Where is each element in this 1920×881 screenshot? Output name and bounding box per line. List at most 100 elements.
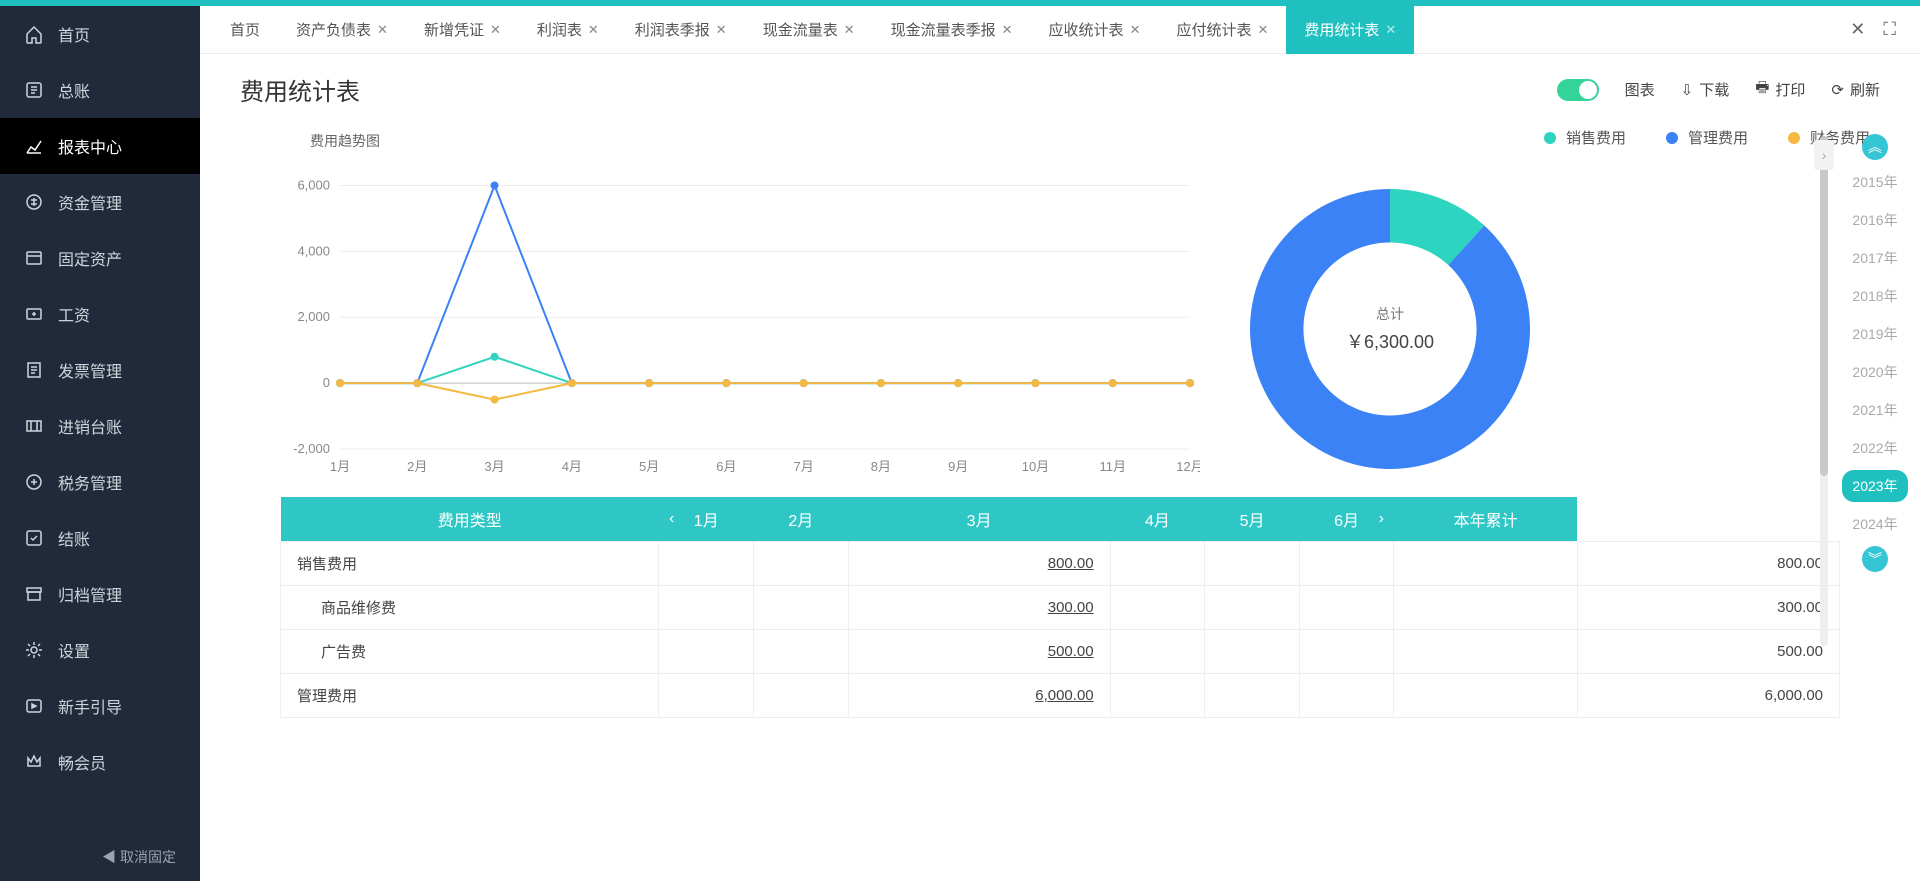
- sidebar-item-label: 结账: [58, 526, 90, 550]
- sidebar-item-ledger[interactable]: 总账: [0, 62, 200, 118]
- sidebar-item-label: 畅会员: [58, 750, 106, 774]
- year-option[interactable]: 2020年: [1842, 356, 1907, 388]
- tab-close-icon[interactable]: ✕: [844, 22, 855, 38]
- table-cell-link[interactable]: 800.00: [1048, 555, 1094, 572]
- tab-close-icon[interactable]: ✕: [490, 22, 501, 38]
- expand-panel-icon[interactable]: ›: [1814, 140, 1834, 170]
- table-header: 本年累计: [1394, 497, 1578, 541]
- sidebar-item-vip[interactable]: 畅会员: [0, 734, 200, 790]
- svg-text:4月: 4月: [562, 459, 582, 474]
- tab-资产负债表[interactable]: 资产负债表✕: [278, 6, 406, 54]
- year-option[interactable]: 2018年: [1842, 280, 1907, 312]
- tab-首页[interactable]: 首页: [212, 6, 278, 54]
- sidebar-item-label: 报表中心: [58, 134, 122, 158]
- tab-close-icon[interactable]: ✕: [1385, 22, 1396, 38]
- table-header: ‹1月: [659, 497, 754, 541]
- year-option[interactable]: 2023年: [1842, 470, 1907, 502]
- chart-toggle[interactable]: [1557, 79, 1599, 101]
- line-chart: -2,00002,0004,0006,0001月2月3月4月5月6月7月8月9月…: [280, 159, 1200, 479]
- tab-现金流量表[interactable]: 现金流量表✕: [745, 6, 873, 54]
- sidebar-unpin[interactable]: ◀ 取消固定: [0, 833, 200, 881]
- tab-新增凭证[interactable]: 新增凭证✕: [406, 6, 519, 54]
- sidebar-item-settings[interactable]: 设置: [0, 622, 200, 678]
- sidebar-item-close[interactable]: 结账: [0, 510, 200, 566]
- sidebar-item-stock[interactable]: 进销台账: [0, 398, 200, 454]
- sidebar-item-tax[interactable]: 税务管理: [0, 454, 200, 510]
- sidebar-item-money[interactable]: 资金管理: [0, 174, 200, 230]
- year-option[interactable]: 2024年: [1842, 508, 1907, 540]
- donut-center-value: ￥6,300.00: [1346, 328, 1434, 354]
- tab-close-icon[interactable]: ✕: [377, 22, 388, 38]
- sidebar-item-invoice[interactable]: 发票管理: [0, 342, 200, 398]
- tab-close-icon[interactable]: ✕: [716, 22, 727, 38]
- download-button[interactable]: ⇩下载: [1681, 79, 1730, 100]
- table-header: 3月: [848, 497, 1110, 541]
- table-row: 广告费500.00500.00: [281, 629, 1840, 673]
- tab-利润表[interactable]: 利润表✕: [519, 6, 617, 54]
- table-row: 销售费用800.00800.00: [281, 541, 1840, 585]
- legend-item[interactable]: 销售费用: [1544, 127, 1626, 148]
- sidebar-item-report[interactable]: 报表中心: [0, 118, 200, 174]
- ledger-icon: [24, 80, 44, 100]
- salary-icon: [24, 304, 44, 324]
- svg-text:7月: 7月: [794, 459, 814, 474]
- print-button[interactable]: 🖶打印: [1755, 77, 1805, 102]
- fullscreen-icon[interactable]: ⛶: [1883, 19, 1896, 40]
- asset-icon: [24, 248, 44, 268]
- tab-close-icon[interactable]: ✕: [1130, 22, 1141, 38]
- tab-利润表季报[interactable]: 利润表季报✕: [617, 6, 745, 54]
- year-option[interactable]: 2022年: [1842, 432, 1907, 464]
- svg-text:2,000: 2,000: [297, 309, 330, 324]
- sidebar-item-guide[interactable]: 新手引导: [0, 678, 200, 734]
- sidebar-item-archive[interactable]: 归档管理: [0, 566, 200, 622]
- scrollbar[interactable]: [1820, 136, 1828, 646]
- year-up-icon[interactable]: ︽: [1862, 134, 1888, 160]
- sidebar-item-home[interactable]: 首页: [0, 6, 200, 62]
- donut-center-label: 总计: [1376, 304, 1404, 324]
- table-header: ›6月: [1299, 497, 1394, 541]
- year-option[interactable]: 2017年: [1842, 242, 1907, 274]
- tab-费用统计表[interactable]: 费用统计表✕: [1286, 6, 1414, 54]
- year-option[interactable]: 2019年: [1842, 318, 1907, 350]
- year-panel: ︽ 2015年 2016年 2017年 2018年 2019年 2020年 2021年 2022…: [1838, 134, 1912, 572]
- sidebar-item-label: 总账: [58, 78, 90, 102]
- refresh-icon: ⟳: [1831, 81, 1844, 99]
- close-all-icon[interactable]: ✕: [1850, 19, 1865, 40]
- svg-text:6月: 6月: [716, 459, 736, 474]
- tab-close-icon[interactable]: ✕: [588, 22, 599, 38]
- sidebar-item-label: 首页: [58, 22, 90, 46]
- home-icon: [24, 24, 44, 44]
- svg-text:11月: 11月: [1099, 459, 1126, 474]
- year-option[interactable]: 2016年: [1842, 204, 1907, 236]
- sidebar-item-label: 归档管理: [58, 582, 122, 606]
- table-cell-link[interactable]: 300.00: [1048, 599, 1094, 616]
- svg-text:-2,000: -2,000: [293, 441, 330, 456]
- tab-应付统计表[interactable]: 应付统计表✕: [1158, 6, 1286, 54]
- legend-item[interactable]: 管理费用: [1666, 127, 1748, 148]
- sidebar-item-salary[interactable]: 工资: [0, 286, 200, 342]
- year-option[interactable]: 2015年: [1842, 166, 1907, 198]
- svg-text:10月: 10月: [1022, 459, 1049, 474]
- svg-text:0: 0: [323, 375, 330, 390]
- refresh-button[interactable]: ⟳刷新: [1831, 79, 1880, 100]
- table-header: 4月: [1110, 497, 1205, 541]
- money-icon: [24, 192, 44, 212]
- tab-close-icon[interactable]: ✕: [1257, 22, 1268, 38]
- table-prev-icon[interactable]: ‹: [669, 510, 674, 528]
- table-cell-link[interactable]: 6,000.00: [1035, 687, 1093, 704]
- stock-icon: [24, 416, 44, 436]
- tab-应收统计表[interactable]: 应收统计表✕: [1031, 6, 1159, 54]
- settings-icon: [24, 640, 44, 660]
- year-option[interactable]: 2021年: [1842, 394, 1907, 426]
- tab-close-icon[interactable]: ✕: [1002, 22, 1013, 38]
- sidebar-item-label: 发票管理: [58, 358, 122, 382]
- tab-现金流量表季报[interactable]: 现金流量表季报✕: [873, 6, 1031, 54]
- sidebar-item-label: 进销台账: [58, 414, 122, 438]
- year-down-icon[interactable]: ︾: [1862, 546, 1888, 572]
- table-cell-link[interactable]: 500.00: [1048, 643, 1094, 660]
- sidebar-item-label: 固定资产: [58, 246, 122, 270]
- sidebar-item-asset[interactable]: 固定资产: [0, 230, 200, 286]
- table-next-icon[interactable]: ›: [1379, 510, 1384, 528]
- donut-chart: 总计 ￥6,300.00: [1250, 189, 1530, 469]
- expense-table: 费用类型‹1月2月3月4月5月›6月本年累计销售费用800.00800.00商品…: [280, 497, 1840, 718]
